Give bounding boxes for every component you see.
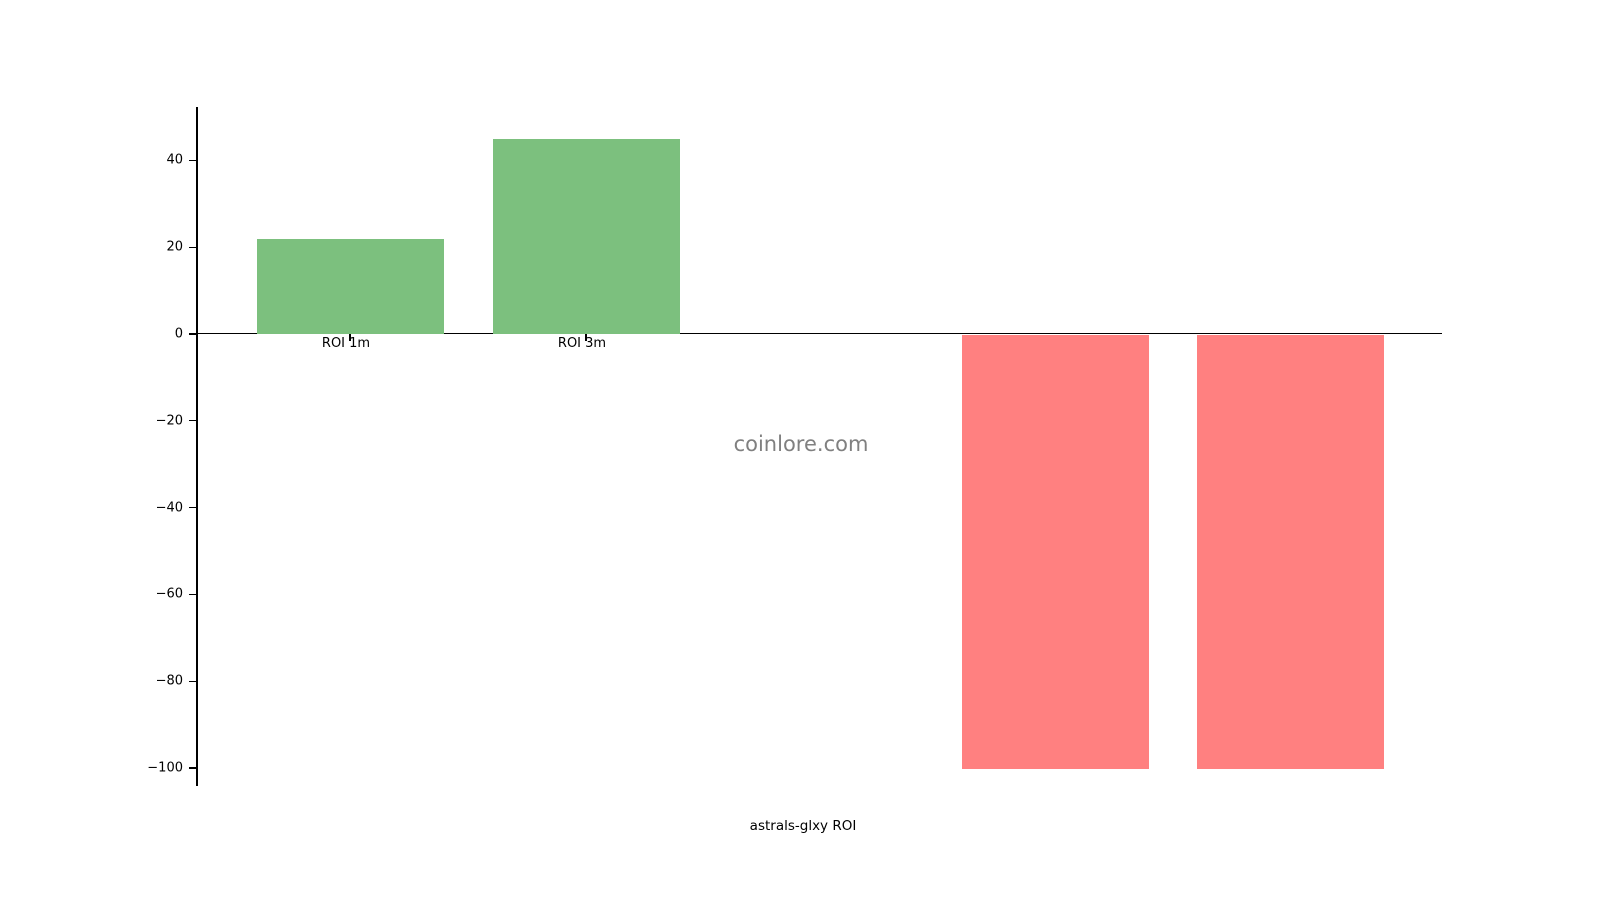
y-axis-line xyxy=(196,107,198,786)
watermark: coinlore.com xyxy=(733,432,869,456)
y-tick-label: −80 xyxy=(155,673,183,689)
y-tick-label: 0 xyxy=(174,326,183,342)
y-tick-mark xyxy=(189,333,196,335)
y-tick-mark xyxy=(189,420,196,422)
x-axis-line xyxy=(196,332,1442,334)
x-tick-mark xyxy=(585,334,587,341)
positive-roi-bar xyxy=(492,138,680,334)
y-tick-mark xyxy=(189,767,196,769)
positive-roi-bar xyxy=(256,238,444,334)
y-tick-mark xyxy=(189,680,196,682)
y-tick-mark xyxy=(189,159,196,162)
x-tick-label: ROI 1m xyxy=(321,336,371,351)
y-tick-label: −20 xyxy=(155,413,183,429)
negative-roi-bar xyxy=(961,335,1149,769)
y-tick-label: 20 xyxy=(166,239,183,255)
x-axis-title: astrals-glxy ROI xyxy=(749,818,857,834)
x-tick-mark xyxy=(349,334,351,341)
y-tick-label: −100 xyxy=(147,760,183,776)
y-tick-mark xyxy=(189,506,196,509)
y-tick-label: −60 xyxy=(155,586,183,602)
x-tick-label: ROI 3m xyxy=(557,336,607,351)
y-tick-mark xyxy=(189,246,196,248)
y-tick-mark xyxy=(189,593,196,596)
y-tick-label: −40 xyxy=(155,500,183,516)
negative-roi-bar xyxy=(1196,335,1384,769)
y-tick-label: 40 xyxy=(166,152,183,168)
